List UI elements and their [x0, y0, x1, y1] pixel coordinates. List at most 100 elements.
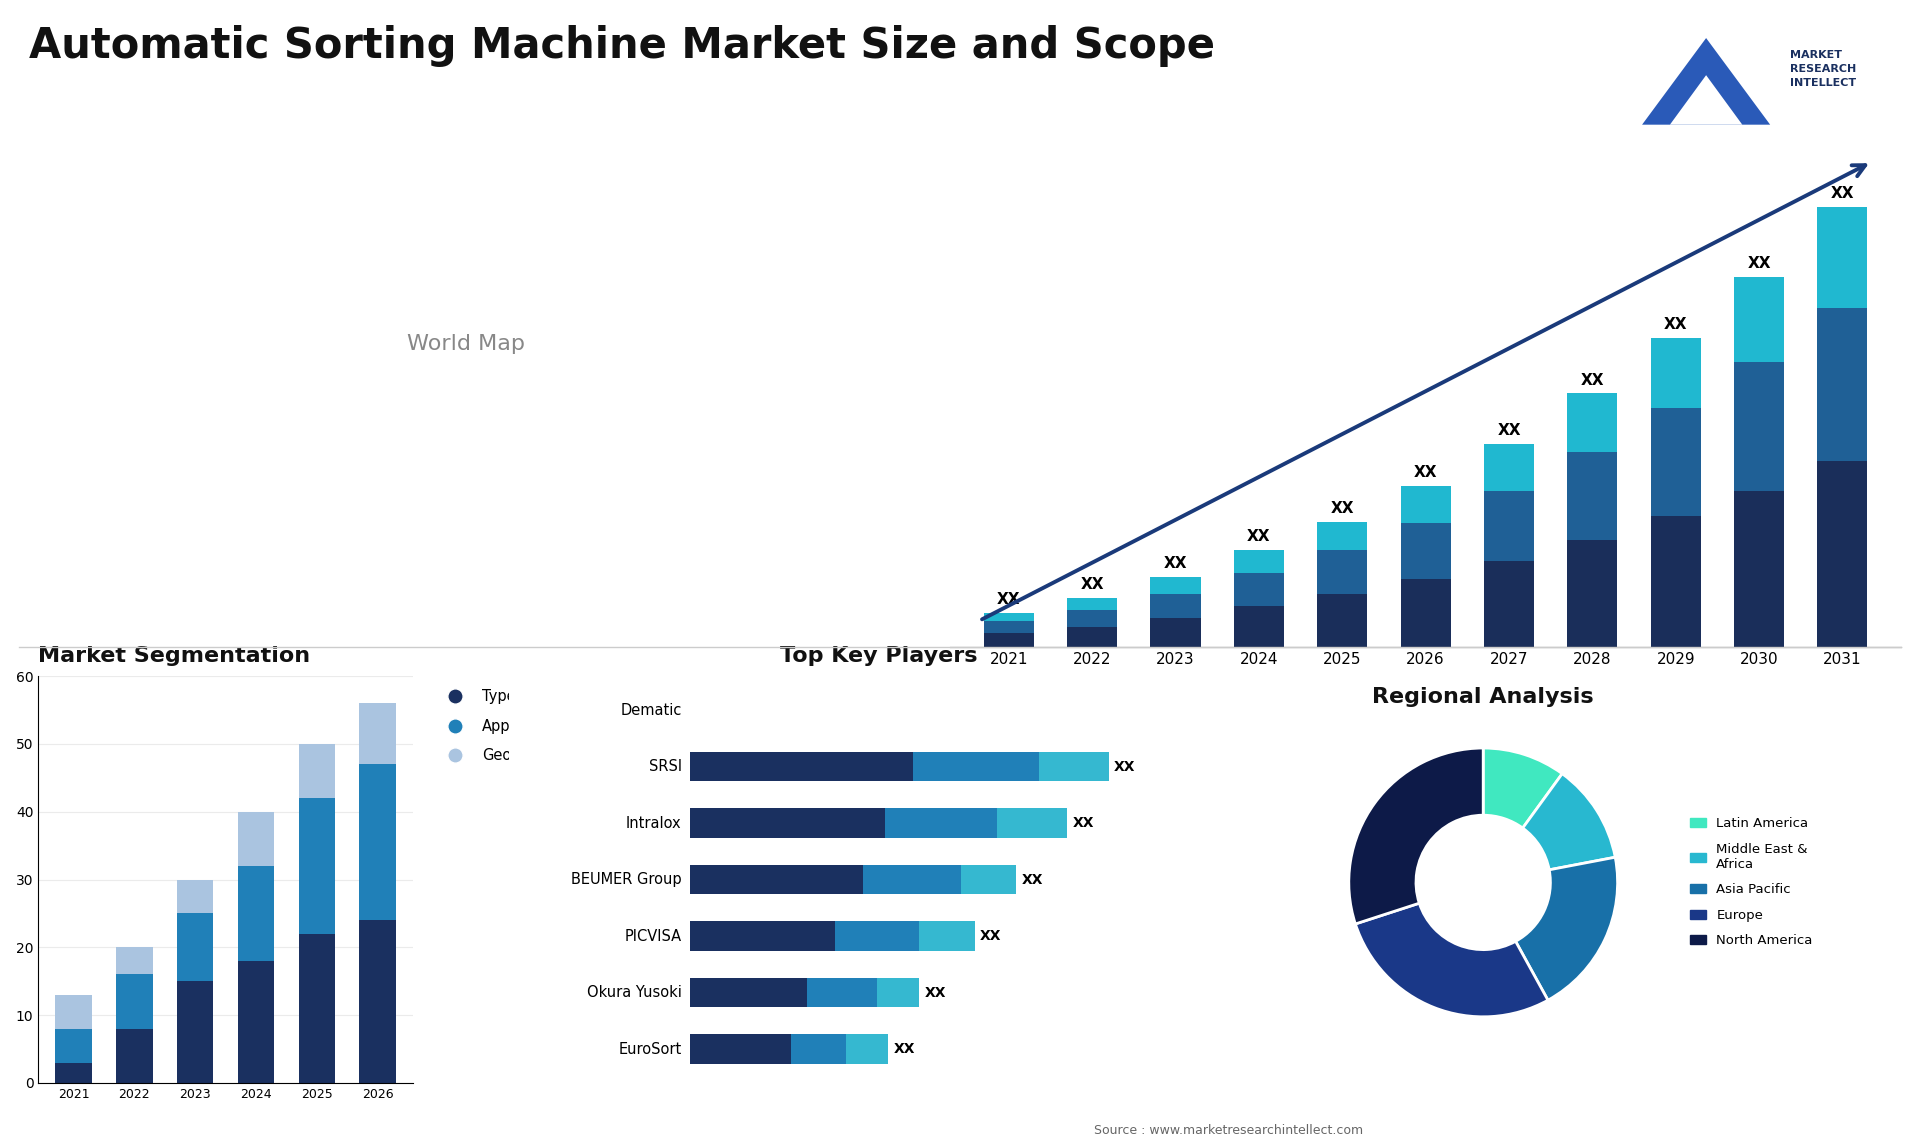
Bar — [1400, 524, 1452, 579]
Bar — [1235, 605, 1284, 647]
Text: XX: XX — [924, 986, 947, 999]
Wedge shape — [1515, 857, 1617, 1000]
Text: Intralox: Intralox — [626, 816, 682, 831]
Text: PICVISA: PICVISA — [624, 928, 682, 943]
Bar — [1734, 490, 1784, 647]
Bar — [1818, 308, 1868, 461]
Bar — [56, 1062, 92, 1083]
Legend: Latin America, Middle East &
Africa, Asia Pacific, Europe, North America: Latin America, Middle East & Africa, Asi… — [1684, 813, 1818, 952]
Bar — [914, 752, 1039, 782]
Text: BEUMER Group: BEUMER Group — [570, 872, 682, 887]
Bar — [1150, 618, 1200, 647]
Bar — [806, 978, 877, 1007]
Text: Automatic Sorting Machine Market Size and Scope: Automatic Sorting Machine Market Size an… — [29, 25, 1215, 68]
Bar — [1651, 408, 1701, 516]
Bar — [1818, 206, 1868, 308]
Title: Regional Analysis: Regional Analysis — [1373, 688, 1594, 707]
Bar — [864, 865, 960, 894]
Bar — [1235, 573, 1284, 605]
Text: XX: XX — [1021, 872, 1044, 887]
Bar — [359, 764, 396, 920]
Text: XX: XX — [1580, 372, 1603, 387]
Bar — [1484, 445, 1534, 490]
Bar — [1818, 461, 1868, 647]
Text: XX: XX — [1081, 578, 1104, 592]
Bar — [56, 1029, 92, 1062]
Title: Top Key Players: Top Key Players — [780, 646, 977, 666]
Bar — [689, 978, 806, 1007]
Bar — [996, 808, 1068, 838]
Text: XX: XX — [1164, 556, 1187, 572]
Bar — [359, 704, 396, 764]
Text: XX: XX — [1665, 317, 1688, 332]
Text: XX: XX — [893, 1042, 916, 1057]
Bar — [1400, 579, 1452, 647]
Wedge shape — [1523, 774, 1615, 870]
Text: XX: XX — [1331, 501, 1354, 516]
Text: XX: XX — [1248, 529, 1271, 544]
Bar — [689, 921, 835, 951]
Bar — [1317, 594, 1367, 647]
Bar — [1039, 752, 1108, 782]
Bar — [689, 808, 885, 838]
Bar — [885, 808, 996, 838]
Bar — [920, 921, 975, 951]
Bar — [1068, 610, 1117, 627]
Bar — [1484, 560, 1534, 647]
Bar — [56, 995, 92, 1029]
Polygon shape — [1670, 76, 1741, 125]
Bar — [1484, 490, 1534, 560]
Bar — [177, 913, 213, 981]
Text: SRSI: SRSI — [649, 759, 682, 774]
Bar — [835, 921, 920, 951]
Bar — [847, 1035, 889, 1063]
Bar — [298, 744, 334, 799]
Text: XX: XX — [1071, 816, 1094, 830]
Wedge shape — [1356, 903, 1548, 1017]
Bar — [1567, 393, 1617, 452]
Bar — [1068, 598, 1117, 610]
Bar — [1317, 521, 1367, 550]
Text: Market Segmentation: Market Segmentation — [38, 646, 311, 666]
Bar — [877, 978, 920, 1007]
Text: World Map: World Map — [407, 333, 524, 354]
Bar — [238, 960, 275, 1083]
Text: XX: XX — [1114, 760, 1135, 774]
Bar — [1235, 550, 1284, 573]
Text: XX: XX — [1747, 256, 1770, 270]
Bar — [1400, 486, 1452, 524]
Bar — [298, 934, 334, 1083]
Bar — [689, 1035, 791, 1063]
Bar — [359, 920, 396, 1083]
Bar — [689, 752, 914, 782]
Bar — [1150, 594, 1200, 618]
Text: XX: XX — [1413, 465, 1438, 480]
Bar — [117, 1029, 154, 1083]
Bar — [177, 981, 213, 1083]
Text: EuroSort: EuroSort — [618, 1042, 682, 1057]
Bar — [960, 865, 1016, 894]
Bar — [117, 974, 154, 1029]
Text: XX: XX — [1498, 423, 1521, 438]
Text: XX: XX — [996, 592, 1021, 607]
Bar — [1317, 550, 1367, 594]
Bar — [983, 633, 1033, 647]
Text: Okura Yusoki: Okura Yusoki — [588, 986, 682, 1000]
Bar — [177, 880, 213, 913]
Legend: Type, Application, Geography: Type, Application, Geography — [436, 683, 570, 769]
Wedge shape — [1482, 748, 1563, 829]
Text: MARKET
RESEARCH
INTELLECT: MARKET RESEARCH INTELLECT — [1789, 50, 1857, 88]
Bar — [1567, 452, 1617, 540]
Text: Source : www.marketresearchintellect.com: Source : www.marketresearchintellect.com — [1094, 1124, 1363, 1137]
Bar — [1068, 627, 1117, 647]
Bar — [238, 811, 275, 866]
Bar — [1734, 362, 1784, 490]
Polygon shape — [1642, 38, 1770, 125]
Bar — [1651, 338, 1701, 408]
Bar — [117, 948, 154, 974]
Bar — [298, 798, 334, 934]
Bar — [689, 865, 864, 894]
Bar — [1150, 578, 1200, 594]
Text: Dematic: Dematic — [620, 702, 682, 717]
Bar — [1734, 277, 1784, 362]
